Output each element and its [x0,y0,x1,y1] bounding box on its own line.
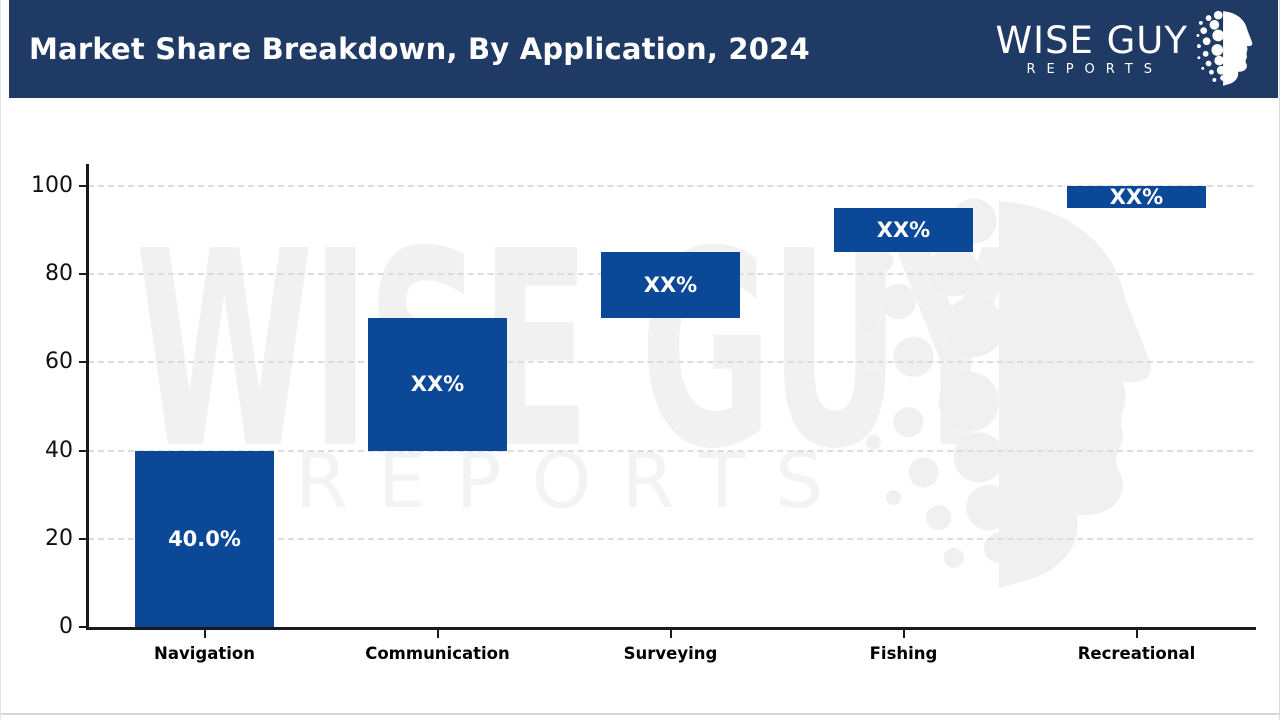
y-tick-mark [79,185,88,187]
left-border [0,0,1,720]
bar-communication [368,318,507,451]
y-tick-mark [79,626,88,628]
x-tick-label-surveying: Surveying [623,644,718,663]
bar-surveying [601,252,740,319]
y-tick-label: 40 [45,437,73,463]
bar-value-label-communication: XX% [410,372,465,397]
y-tick-label: 0 [59,614,73,639]
y-tick-mark [79,449,88,452]
y-tick-mark [79,273,88,276]
gridline-100 [88,185,1253,187]
x-tick-label-fishing: Fishing [869,644,938,663]
chart-title: Market Share Breakdown, By Application, … [29,32,810,66]
x-tick-mark [669,630,672,638]
y-tick-mark [79,361,88,364]
bar-recreational [1067,186,1206,209]
chart-area: WISE GUY REPORTS 0 20 40 60 80 100 40.0% Naviga… [0,98,1280,714]
logo-wordmark: WISE GUY [995,19,1188,62]
gridline-40 [88,449,1253,452]
y-tick-label: 20 [45,525,73,551]
bottom-divider [0,713,1280,715]
y-axis-spine [86,164,89,630]
x-tick-mark [203,630,206,638]
logo-subtext: REPORTS [1026,62,1164,77]
bar-value-label-surveying: XX% [643,273,698,298]
x-axis-spine [86,627,1256,630]
header: Market Share Breakdown, By Application, … [9,0,1278,98]
x-tick-label-communication: Communication [365,644,510,663]
dotted-face-icon [1196,10,1253,86]
bar-fishing [834,208,973,253]
watermark-subtext: REPORTS [295,436,854,525]
bar-navigation [135,450,274,627]
y-tick-label: 60 [45,349,73,375]
bar-value-label-navigation: 40.0% [168,526,241,551]
y-tick-label: 80 [45,261,73,287]
bar-value-label-fishing: XX% [876,218,931,243]
watermark-wordmark: WISE GUY [135,193,1014,508]
wiseguy-logo: WISE GUY REPORTS [996,10,1254,88]
x-tick-mark [902,630,905,638]
x-tick-label-navigation: Navigation [154,644,255,663]
y-tick-mark [79,537,88,540]
gridline-60 [88,361,1253,364]
logo-text: WISE GUY REPORTS [996,22,1188,76]
gridline-20 [88,537,1253,540]
x-tick-mark [436,630,439,638]
x-tick-mark [1135,630,1138,638]
bar-value-label-recreational: XX% [1109,185,1164,210]
y-tick-label: 100 [31,173,73,198]
x-tick-label-recreational: Recreational [1077,644,1196,663]
